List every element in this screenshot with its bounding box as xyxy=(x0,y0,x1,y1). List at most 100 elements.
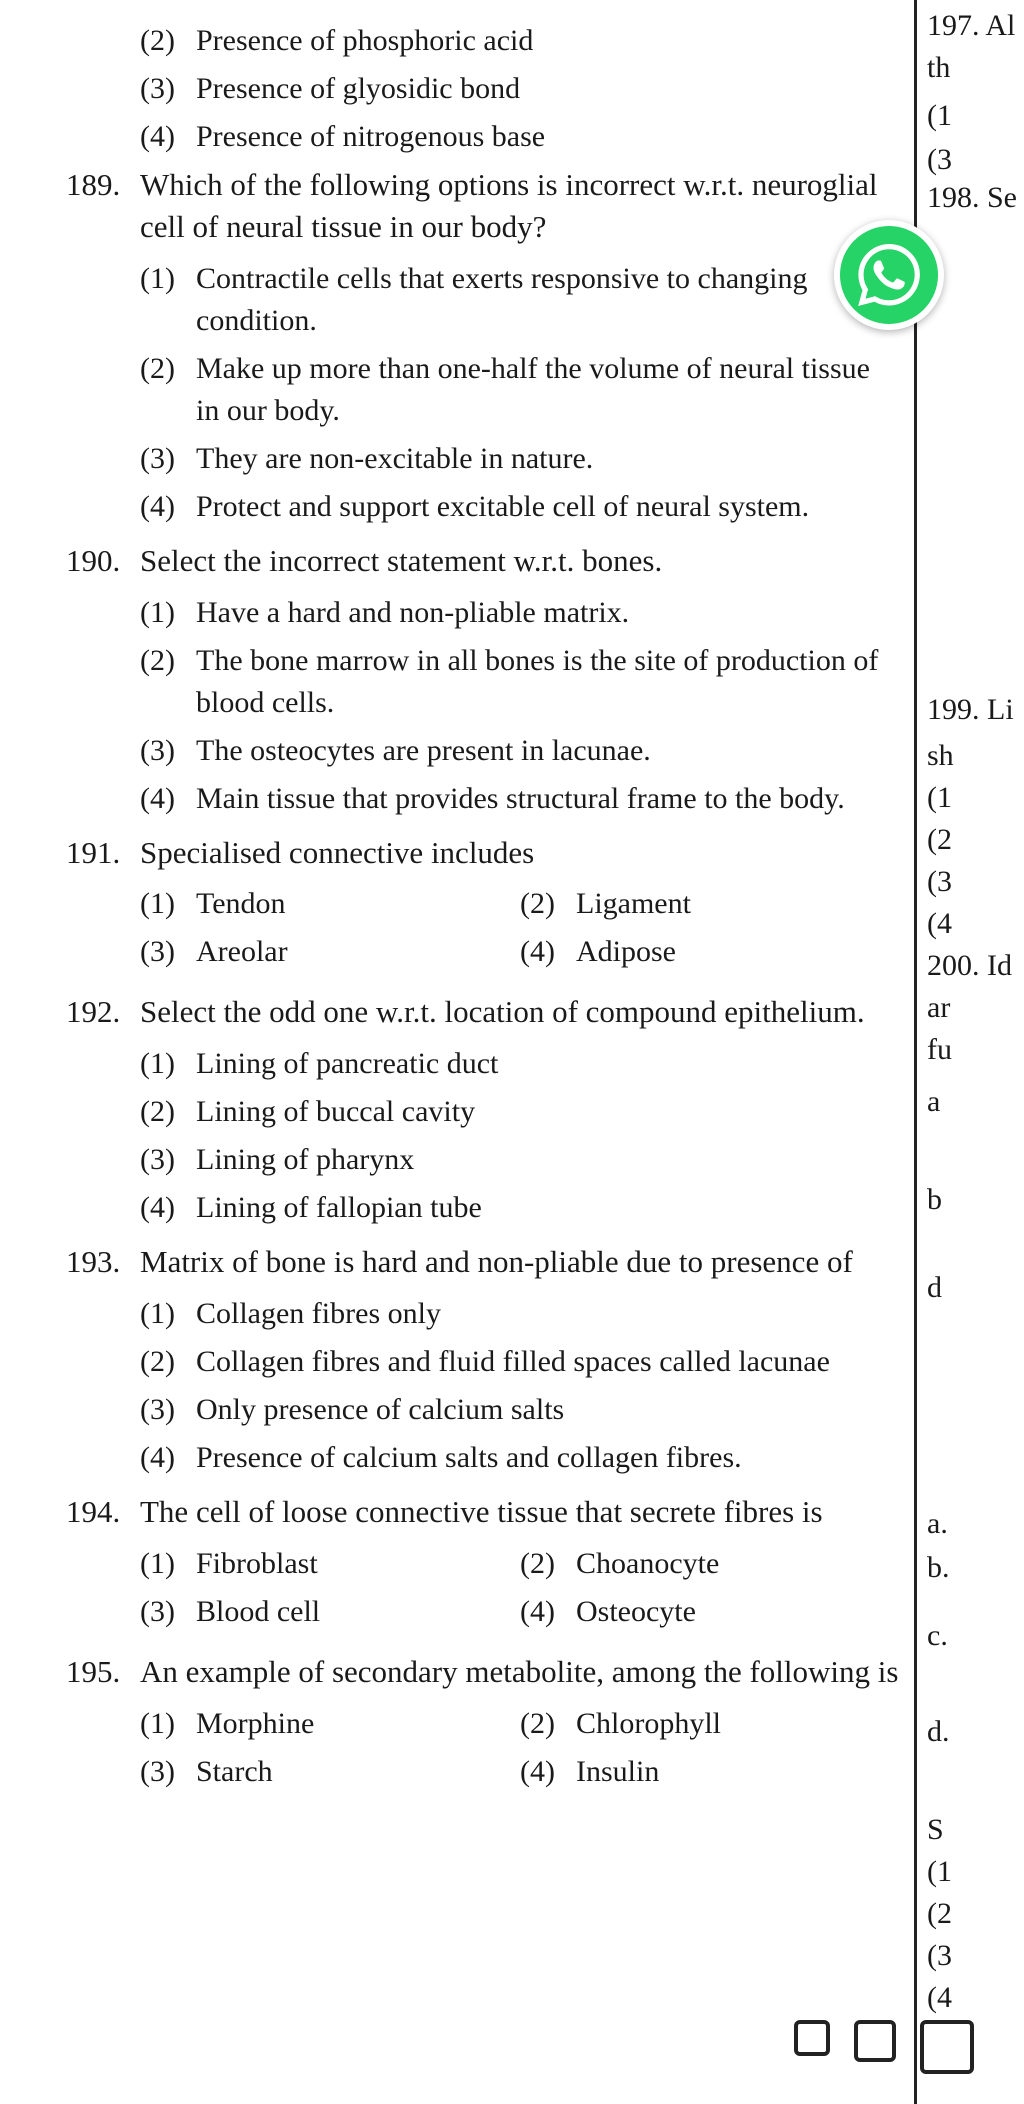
cutoff-text: d xyxy=(927,1268,942,1309)
option-line: (2)Chlorophyll xyxy=(520,1703,900,1745)
option-text: Presence of phosphoric acid xyxy=(196,20,900,62)
option-line: (3)Lining of pharynx xyxy=(140,1139,900,1181)
option-text: The bone marrow in all bones is the site… xyxy=(196,640,900,724)
option-number: (3) xyxy=(140,1591,196,1633)
option-line: (3)Areolar xyxy=(140,931,520,973)
question-text: Which of the following options is incorr… xyxy=(140,164,900,248)
option-line: (2)Choanocyte xyxy=(520,1543,900,1585)
option-line: (4)Presence of nitrogenous base xyxy=(140,116,900,158)
option-number: (4) xyxy=(140,486,196,528)
option-text: Presence of glyosidic bond xyxy=(196,68,900,110)
square-small xyxy=(794,2020,830,2056)
option-text: Protect and support excitable cell of ne… xyxy=(196,486,900,528)
option-text: Ligament xyxy=(576,883,900,925)
option-line: (2)The bone marrow in all bones is the s… xyxy=(140,640,900,724)
option-number: (2) xyxy=(140,348,196,432)
option-line: (1)Lining of pancreatic duct xyxy=(140,1043,900,1085)
question-text: The cell of loose connective tissue that… xyxy=(140,1491,900,1533)
option-number: (3) xyxy=(140,438,196,480)
option-text: Contractile cells that exerts responsive… xyxy=(196,258,900,342)
option-number: (2) xyxy=(140,20,196,62)
option-line: (1)Fibroblast xyxy=(140,1543,520,1585)
option-number: (2) xyxy=(140,640,196,724)
whatsapp-icon[interactable] xyxy=(834,220,944,330)
cutoff-text: ar xyxy=(927,988,950,1029)
question-block: 191.Specialised connective includes(1)Te… xyxy=(140,832,900,980)
option-line: (4)Insulin xyxy=(520,1751,900,1793)
option-line: (4)Protect and support excitable cell of… xyxy=(140,486,900,528)
option-text: The osteocytes are present in lacunae. xyxy=(196,730,900,772)
question-number: 189. xyxy=(66,164,140,248)
option-text: Collagen fibres and fluid filled spaces … xyxy=(196,1341,900,1383)
question-stem: 189.Which of the following options is in… xyxy=(140,164,900,248)
cutoff-text: (3 xyxy=(927,862,952,903)
question-number: 193. xyxy=(66,1241,140,1283)
option-number: (2) xyxy=(520,1543,576,1585)
cutoff-text: 197. Al xyxy=(927,6,1015,47)
option-line: (2)Make up more than one-half the volume… xyxy=(140,348,900,432)
question-block: 193.Matrix of bone is hard and non-pliab… xyxy=(140,1241,900,1479)
option-text: Choanocyte xyxy=(576,1543,900,1585)
question-stem: 195.An example of secondary metabolite, … xyxy=(140,1651,900,1693)
question-block: 189.Which of the following options is in… xyxy=(140,164,900,528)
cutoff-text: a. xyxy=(927,1504,948,1545)
option-number: (1) xyxy=(140,1043,196,1085)
option-number: (4) xyxy=(140,778,196,820)
cutoff-text: 198. Se xyxy=(927,178,1017,219)
option-text: Chlorophyll xyxy=(576,1703,900,1745)
option-number: (1) xyxy=(140,1703,196,1745)
square-medium xyxy=(854,2020,896,2062)
question-stem: 192.Select the odd one w.r.t. location o… xyxy=(140,991,900,1033)
option-line: (1)Tendon xyxy=(140,883,520,925)
question-block: 192.Select the odd one w.r.t. location o… xyxy=(140,991,900,1229)
option-number: (2) xyxy=(520,1703,576,1745)
option-text: Main tissue that provides structural fra… xyxy=(196,778,900,820)
option-line: (2)Presence of phosphoric acid xyxy=(140,20,900,62)
option-text: Fibroblast xyxy=(196,1543,520,1585)
question-number: 192. xyxy=(66,991,140,1033)
option-text: Lining of pancreatic duct xyxy=(196,1043,900,1085)
option-text: Insulin xyxy=(576,1751,900,1793)
cutoff-text: (4 xyxy=(927,904,952,945)
option-line: (3)Presence of glyosidic bond xyxy=(140,68,900,110)
cutoff-text: b. xyxy=(927,1548,950,1589)
question-stem: 194.The cell of loose connective tissue … xyxy=(140,1491,900,1533)
option-text: Presence of calcium salts and collagen f… xyxy=(196,1437,900,1479)
option-line: (3)The osteocytes are present in lacunae… xyxy=(140,730,900,772)
question-block: 195.An example of secondary metabolite, … xyxy=(140,1651,900,1799)
cutoff-text: (3 xyxy=(927,1936,952,1977)
option-number: (1) xyxy=(140,883,196,925)
options-wrap: (1)Tendon(2)Ligament (3)Areolar(4)Adipose xyxy=(140,883,900,979)
option-text: Have a hard and non-pliable matrix. xyxy=(196,592,900,634)
option-line: (4)Adipose xyxy=(520,931,900,973)
right-cutoff-column: 197. Alth(1(3198. Se199. Lish(1(2(3(4200… xyxy=(914,0,1024,2104)
cutoff-text: sh xyxy=(927,736,954,777)
question-stem: 193.Matrix of bone is hard and non-pliab… xyxy=(140,1241,900,1283)
question-number: 191. xyxy=(66,832,140,874)
question-text: Matrix of bone is hard and non-pliable d… xyxy=(140,1241,900,1283)
option-line: (3)They are non-excitable in nature. xyxy=(140,438,900,480)
option-text: Areolar xyxy=(196,931,520,973)
option-line: (1)Morphine xyxy=(140,1703,520,1745)
option-line: (1)Collagen fibres only xyxy=(140,1293,900,1335)
option-line: (3)Blood cell xyxy=(140,1591,520,1633)
option-number: (3) xyxy=(140,1389,196,1431)
option-text: Osteocyte xyxy=(576,1591,900,1633)
option-line: (2)Lining of buccal cavity xyxy=(140,1091,900,1133)
whatsapp-glyph xyxy=(858,244,920,306)
cutoff-text: b xyxy=(927,1180,942,1221)
option-number: (4) xyxy=(140,1187,196,1229)
option-text: Presence of nitrogenous base xyxy=(196,116,900,158)
question-number: 194. xyxy=(66,1491,140,1533)
options-wrap: (1)Have a hard and non-pliable matrix. (2… xyxy=(140,592,900,820)
options-wrap: (1)Collagen fibres only(2)Collagen fibre… xyxy=(140,1293,900,1479)
square-large xyxy=(920,2020,974,2074)
cutoff-text: (2 xyxy=(927,1894,952,1935)
option-number: (2) xyxy=(140,1091,196,1133)
option-line: (1)Have a hard and non-pliable matrix. xyxy=(140,592,900,634)
option-text: Lining of pharynx xyxy=(196,1139,900,1181)
option-number: (2) xyxy=(520,883,576,925)
option-number: (3) xyxy=(140,1139,196,1181)
option-text: Lining of buccal cavity xyxy=(196,1091,900,1133)
options-wrap: (1)Morphine(2)Chlorophyll(3)Starch(4)Ins… xyxy=(140,1703,900,1799)
